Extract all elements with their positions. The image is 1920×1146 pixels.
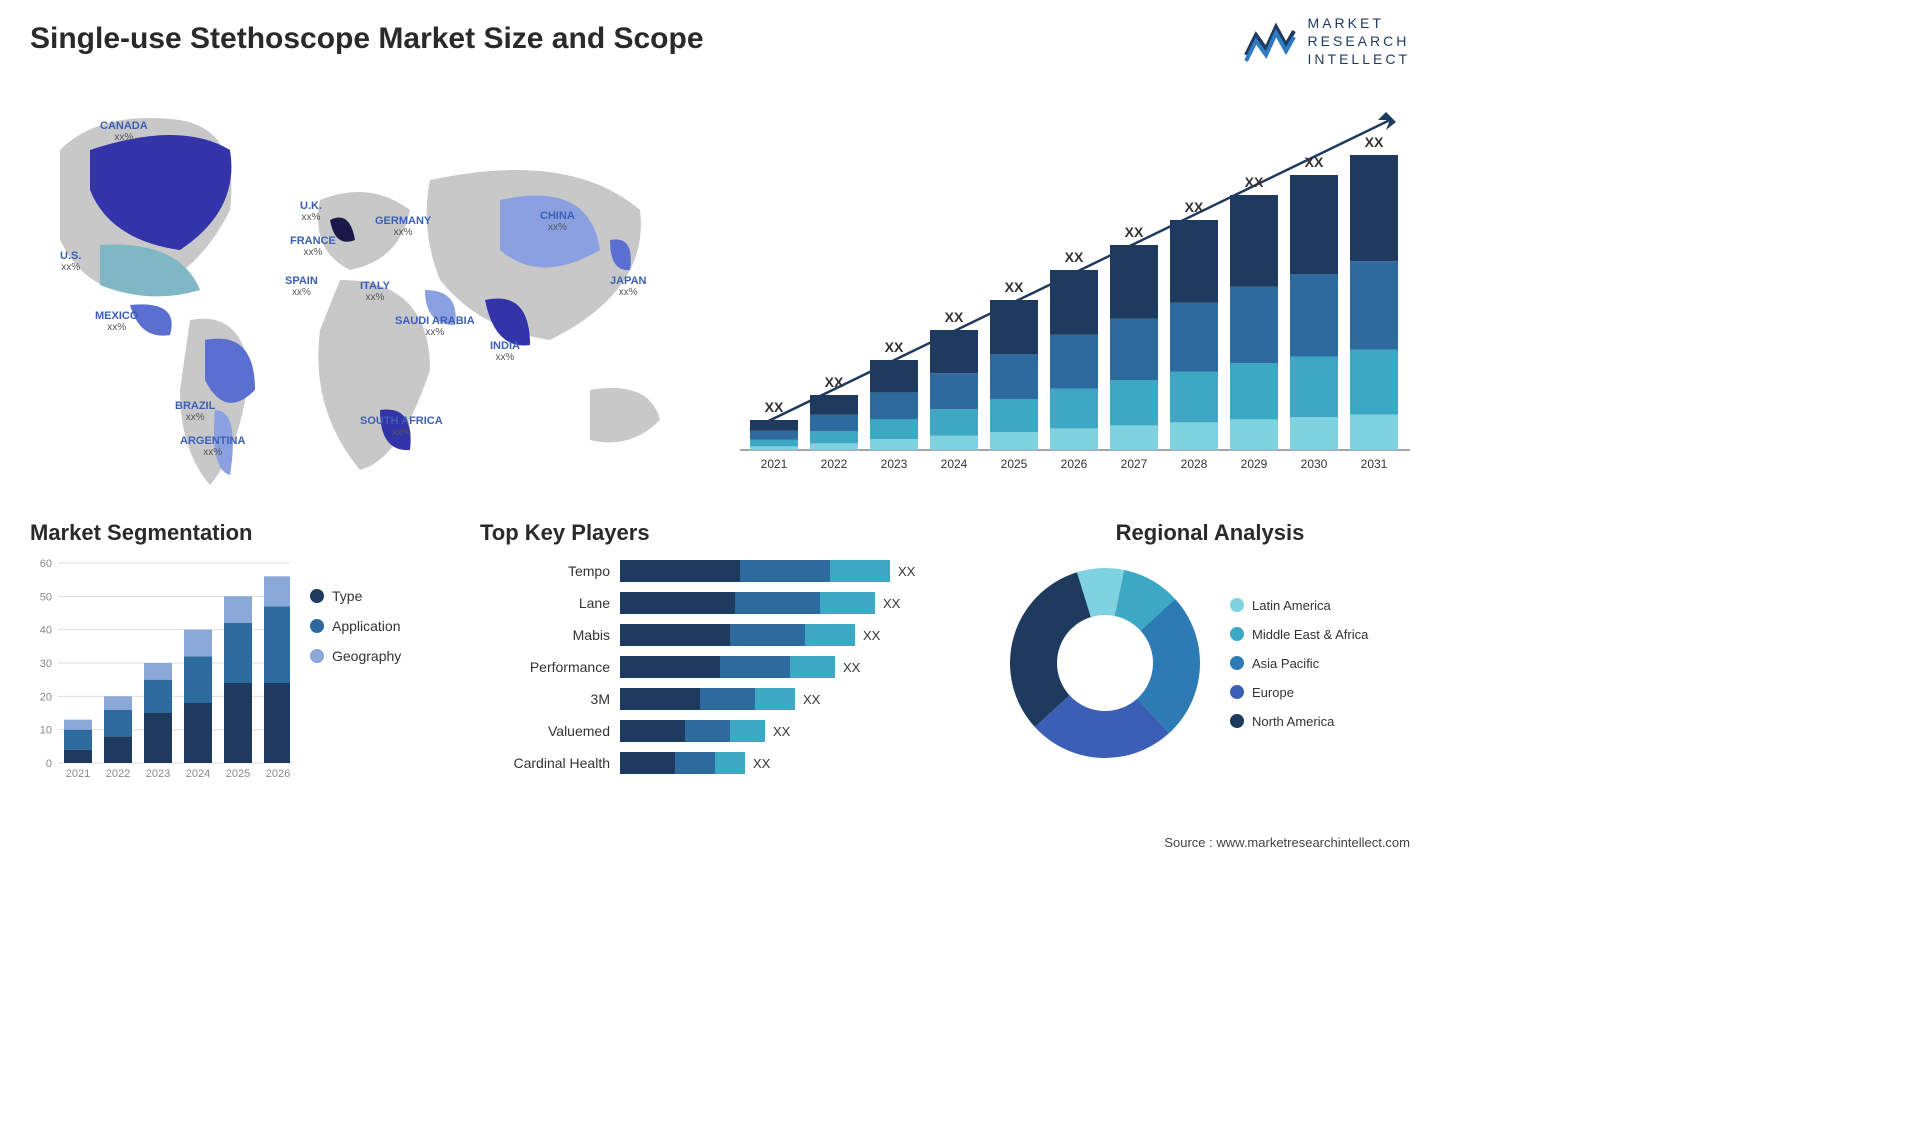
world-map: CANADAxx% U.S.xx% MEXICOxx% BRAZILxx% ARGENT… (30, 90, 690, 490)
country-label: JAPANxx% (610, 275, 646, 298)
svg-text:XX: XX (765, 399, 784, 415)
country-label: GERMANYxx% (375, 215, 431, 238)
country-label: SPAINxx% (285, 275, 318, 298)
svg-text:2023: 2023 (146, 768, 170, 778)
country-label: BRAZILxx% (175, 400, 215, 423)
regional-legend: Latin America Middle East & Africa Asia Pa… (1230, 598, 1368, 729)
regional-donut (1000, 558, 1210, 768)
svg-text:2021: 2021 (761, 457, 788, 471)
segmentation-legend-item: Application (310, 618, 401, 634)
svg-text:2021: 2021 (66, 768, 90, 778)
segmentation-panel: Market Segmentation 0 10 20 30 40 50 60 2021 202… (30, 520, 450, 778)
segmentation-legend: Type Application Geography (310, 558, 401, 778)
player-row: TempoXX (480, 558, 960, 584)
player-name: Valuemed (480, 723, 620, 739)
player-row: ValuemedXX (480, 718, 960, 744)
svg-text:XX: XX (1185, 199, 1204, 215)
svg-text:XX: XX (885, 339, 904, 355)
svg-text:2024: 2024 (186, 768, 210, 778)
player-name: Performance (480, 659, 620, 675)
segmentation-title: Market Segmentation (30, 520, 450, 546)
svg-text:30: 30 (40, 658, 52, 670)
player-row: PerformanceXX (480, 654, 960, 680)
regional-panel: Regional Analysis Latin America Middle Ea… (1000, 520, 1420, 768)
svg-text:2030: 2030 (1301, 457, 1328, 471)
regional-legend-item: Latin America (1230, 598, 1368, 613)
svg-text:XX: XX (1245, 174, 1264, 190)
svg-text:XX: XX (825, 374, 844, 390)
svg-text:XX: XX (1065, 249, 1084, 265)
svg-text:2025: 2025 (226, 768, 250, 778)
players-list: TempoXX LaneXX MabisXX PerformanceXX 3MXX Val… (480, 558, 960, 776)
svg-text:10: 10 (40, 725, 52, 737)
country-label: ARGENTINAxx% (180, 435, 245, 458)
svg-text:2028: 2028 (1181, 457, 1208, 471)
regional-legend-item: Middle East & Africa (1230, 627, 1368, 642)
country-label: CHINAxx% (540, 210, 575, 233)
svg-text:20: 20 (40, 691, 52, 703)
source-text: Source : www.marketresearchintellect.com (1164, 835, 1410, 850)
player-row: MabisXX (480, 622, 960, 648)
svg-text:60: 60 (40, 558, 52, 570)
player-name: 3M (480, 691, 620, 707)
svg-text:2024: 2024 (941, 457, 968, 471)
logo-icon (1242, 17, 1298, 65)
player-row: LaneXX (480, 590, 960, 616)
svg-text:2022: 2022 (106, 768, 130, 778)
country-label: U.K.xx% (300, 200, 322, 223)
svg-text:2023: 2023 (881, 457, 908, 471)
segmentation-legend-item: Type (310, 588, 401, 604)
svg-text:50: 50 (40, 591, 52, 603)
svg-text:2027: 2027 (1121, 457, 1148, 471)
country-label: ITALYxx% (360, 280, 390, 303)
player-name: Tempo (480, 563, 620, 579)
player-name: Mabis (480, 627, 620, 643)
country-label: U.S.xx% (60, 250, 81, 273)
country-label: INDIAxx% (490, 340, 520, 363)
regional-legend-item: North America (1230, 714, 1368, 729)
svg-text:2029: 2029 (1241, 457, 1268, 471)
logo-text: MARKET RESEARCH INTELLECT (1308, 14, 1410, 69)
svg-text:XX: XX (1365, 134, 1384, 150)
svg-text:2026: 2026 (1061, 457, 1088, 471)
regional-title: Regional Analysis (1000, 520, 1420, 546)
players-title: Top Key Players (480, 520, 960, 546)
svg-text:40: 40 (40, 625, 52, 637)
svg-text:XX: XX (1005, 279, 1024, 295)
page-title: Single-use Stethoscope Market Size and S… (30, 22, 704, 56)
country-label: CANADAxx% (100, 120, 148, 143)
svg-text:2022: 2022 (821, 457, 848, 471)
country-label: FRANCExx% (290, 235, 336, 258)
country-label: SOUTH AFRICAxx% (360, 415, 443, 438)
regional-legend-item: Asia Pacific (1230, 656, 1368, 671)
svg-text:2025: 2025 (1001, 457, 1028, 471)
segmentation-chart: 0 10 20 30 40 50 60 2021 2022 2023 2024 2025 2026 (30, 558, 290, 778)
player-row: 3MXX (480, 686, 960, 712)
svg-text:2026: 2026 (266, 768, 290, 778)
svg-text:XX: XX (945, 309, 964, 325)
growth-chart: XX 2021 XX 2022 XX 2023 XX 2024 XX 2025 XX 2026 XX 20… (740, 90, 1410, 490)
country-label: SAUDI ARABIAxx% (395, 315, 475, 338)
player-name: Lane (480, 595, 620, 611)
brand-logo: MARKET RESEARCH INTELLECT (1242, 14, 1410, 69)
svg-text:XX: XX (1305, 154, 1324, 170)
player-name: Cardinal Health (480, 755, 620, 771)
player-row: Cardinal HealthXX (480, 750, 960, 776)
svg-text:XX: XX (1125, 224, 1144, 240)
segmentation-legend-item: Geography (310, 648, 401, 664)
regional-legend-item: Europe (1230, 685, 1368, 700)
svg-text:0: 0 (46, 758, 52, 770)
players-panel: Top Key Players TempoXX LaneXX MabisXX Perf… (480, 520, 960, 782)
country-label: MEXICOxx% (95, 310, 138, 333)
svg-text:2031: 2031 (1361, 457, 1388, 471)
